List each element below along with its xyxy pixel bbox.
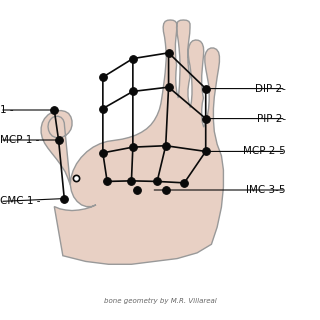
Text: IMC 3-5: IMC 3-5	[246, 185, 286, 195]
Text: MCP 2-5: MCP 2-5	[243, 147, 286, 156]
Text: 1 -: 1 -	[0, 105, 14, 115]
Polygon shape	[41, 111, 72, 185]
Text: CMC 1 -: CMC 1 -	[0, 196, 41, 206]
Text: DIP 2-: DIP 2-	[255, 84, 286, 93]
Text: PIP 2-: PIP 2-	[257, 114, 286, 124]
Polygon shape	[54, 20, 223, 264]
Text: bone geometry by M.R. Villareal: bone geometry by M.R. Villareal	[104, 298, 216, 304]
Text: MCP 1 -: MCP 1 -	[0, 135, 39, 145]
